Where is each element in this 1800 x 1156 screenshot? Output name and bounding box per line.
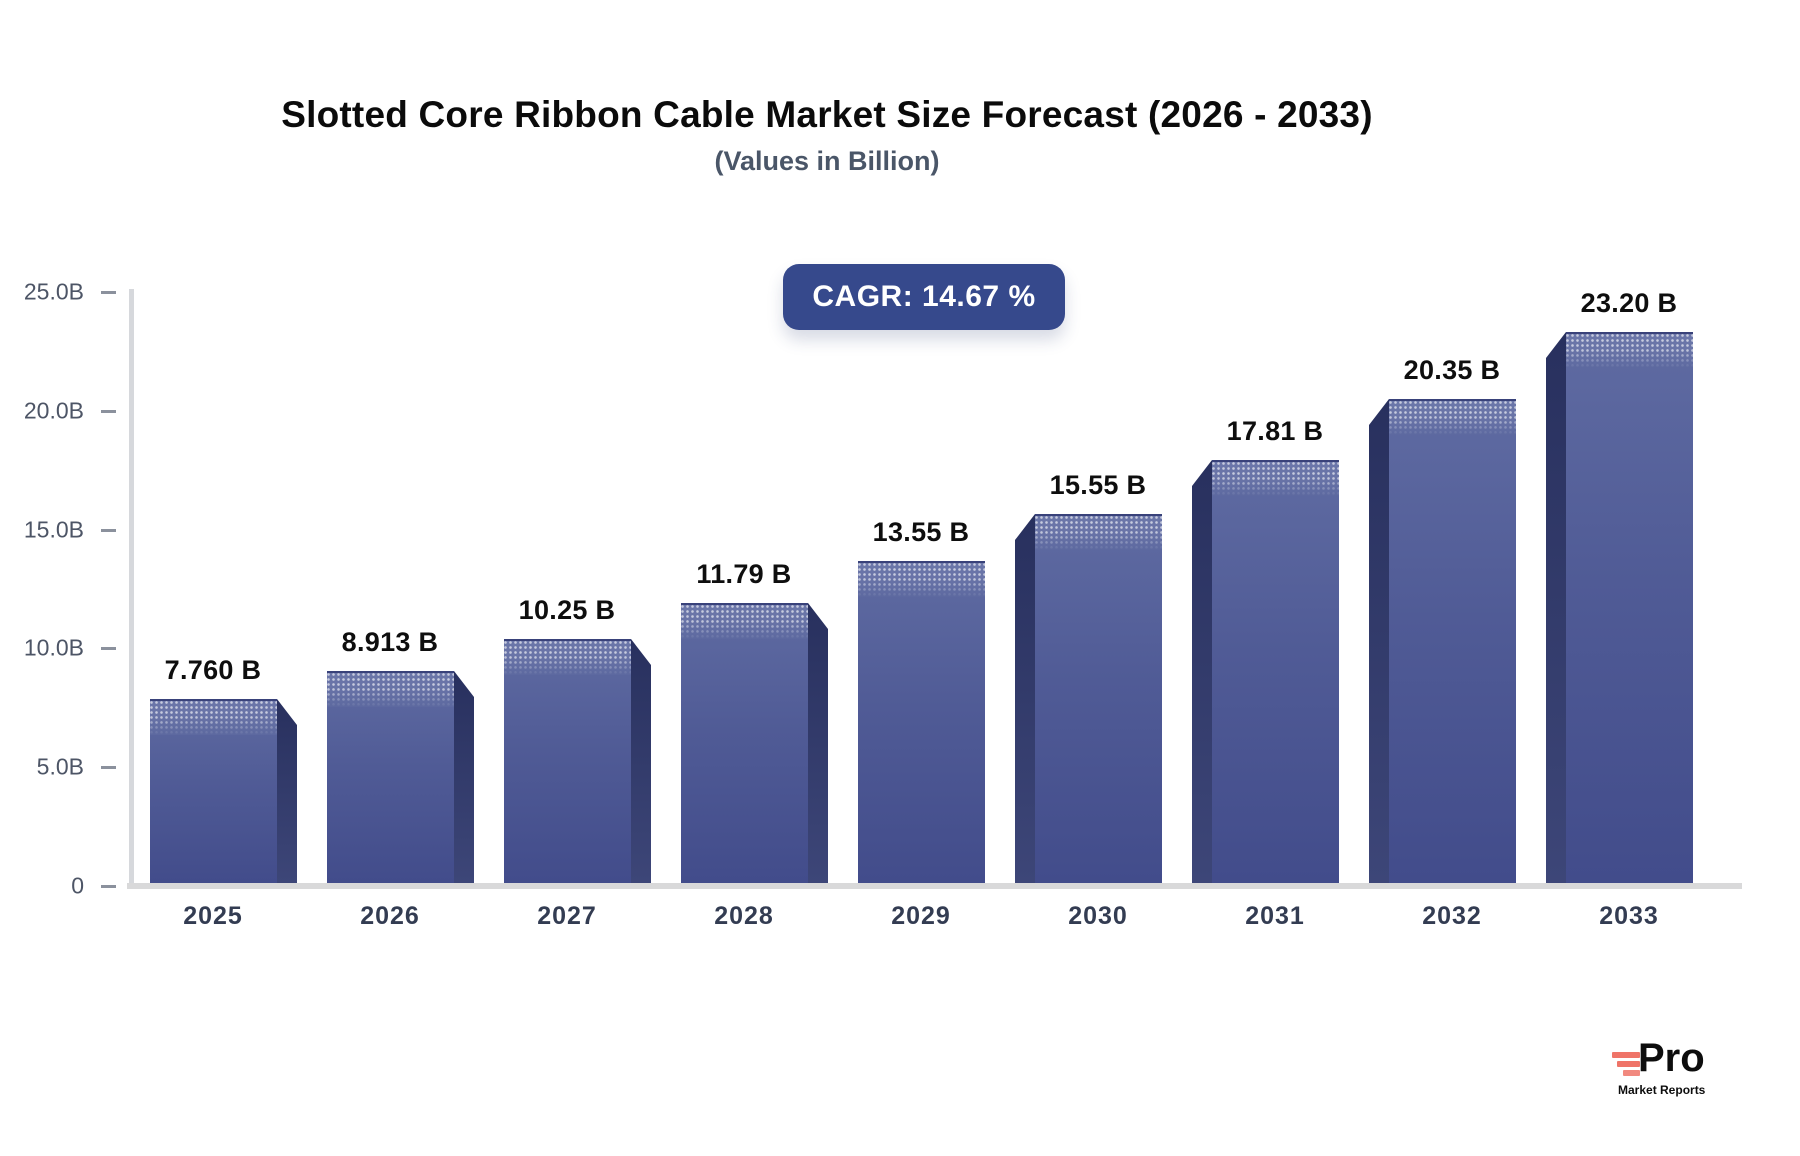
- bar-cap-texture: [150, 701, 277, 735]
- xtick-label-2026: 2026: [360, 902, 420, 930]
- bar-side-2025: [277, 699, 297, 883]
- bar-cap-texture: [1035, 516, 1162, 550]
- bar-value-label-2032: 20.35 B: [1403, 355, 1501, 385]
- ytick-label-0: 0: [71, 872, 84, 899]
- cagr-badge-label: CAGR: 14.67 %: [812, 280, 1036, 313]
- ytick-mark: [101, 766, 116, 769]
- bar-cap-texture: [327, 673, 454, 707]
- xtick-label-2027: 2027: [537, 902, 597, 930]
- bar-cap-texture: [1212, 462, 1339, 496]
- bar-value-label-2027: 10.25 B: [518, 595, 616, 625]
- ytick-label-10.0B: 10.0B: [23, 634, 84, 661]
- pro-market-reports-logo: Pro Market Reports: [1608, 1036, 1718, 1102]
- xtick-label-2031: 2031: [1245, 902, 1305, 930]
- bar-2032[interactable]: [1389, 399, 1516, 883]
- bar-2027[interactable]: [504, 639, 631, 883]
- bar-value-label-2025: 7.760 B: [164, 655, 262, 685]
- bar-side-2031: [1192, 460, 1212, 883]
- xtick-label-2033: 2033: [1599, 902, 1659, 930]
- bar-side-2028: [808, 603, 828, 883]
- xtick-label-2032: 2032: [1422, 902, 1482, 930]
- bar-value-label-2030: 15.55 B: [1049, 470, 1147, 500]
- logo-tagline: Market Reports: [1618, 1083, 1706, 1097]
- bar-value-label-2033: 23.20 B: [1580, 288, 1678, 318]
- bar-cap-texture: [858, 563, 985, 597]
- bar-value-label-2029: 13.55 B: [872, 517, 970, 547]
- bar-value-label-2028: 11.79 B: [696, 559, 792, 589]
- xtick-label-2028: 2028: [714, 902, 774, 930]
- ytick-label-25.0B: 25.0B: [23, 278, 84, 305]
- bar-cap-texture: [1389, 401, 1516, 435]
- ytick-mark: [101, 885, 116, 888]
- ytick-label-20.0B: 20.0B: [23, 397, 84, 424]
- page-title: Slotted Core Ribbon Cable Market Size Fo…: [281, 94, 1373, 135]
- logo-name: Pro: [1638, 1036, 1705, 1080]
- chart-subtitle: (Values in Billion): [714, 146, 940, 176]
- ytick-mark: [101, 291, 116, 294]
- bar-2033[interactable]: [1566, 332, 1693, 883]
- bar-2031[interactable]: [1212, 460, 1339, 883]
- bar-cap-texture: [1566, 334, 1693, 368]
- x-axis-baseline: [127, 883, 1742, 889]
- ytick-mark: [101, 529, 116, 532]
- y-axis-line: [129, 289, 134, 886]
- ytick-label-5.0B: 5.0B: [36, 753, 84, 780]
- bar-2030[interactable]: [1035, 514, 1162, 883]
- bar-side-2030: [1015, 514, 1035, 883]
- bar-2029[interactable]: [858, 561, 985, 883]
- bar-2026[interactable]: [327, 671, 454, 883]
- logo-speed-bars-icon: [1610, 1052, 1640, 1076]
- ytick-mark: [101, 647, 116, 650]
- bar-side-2033: [1546, 332, 1566, 883]
- ytick-mark: [101, 410, 116, 413]
- bar-2025[interactable]: [150, 699, 277, 883]
- bar-side-2032: [1369, 399, 1389, 883]
- bar-2028[interactable]: [681, 603, 808, 883]
- bar-side-2026: [454, 671, 474, 883]
- xtick-label-2025: 2025: [183, 902, 243, 930]
- xtick-label-2030: 2030: [1068, 902, 1128, 930]
- bar-value-label-2031: 17.81 B: [1226, 416, 1324, 446]
- bar-cap-texture: [681, 605, 808, 639]
- bar-cap-texture: [504, 641, 631, 675]
- bar-side-2027: [631, 639, 651, 883]
- ytick-label-15.0B: 15.0B: [23, 516, 84, 543]
- bar-value-label-2026: 8.913 B: [341, 627, 439, 657]
- cagr-badge: CAGR: 14.67 %: [783, 264, 1065, 330]
- xtick-label-2029: 2029: [891, 902, 951, 930]
